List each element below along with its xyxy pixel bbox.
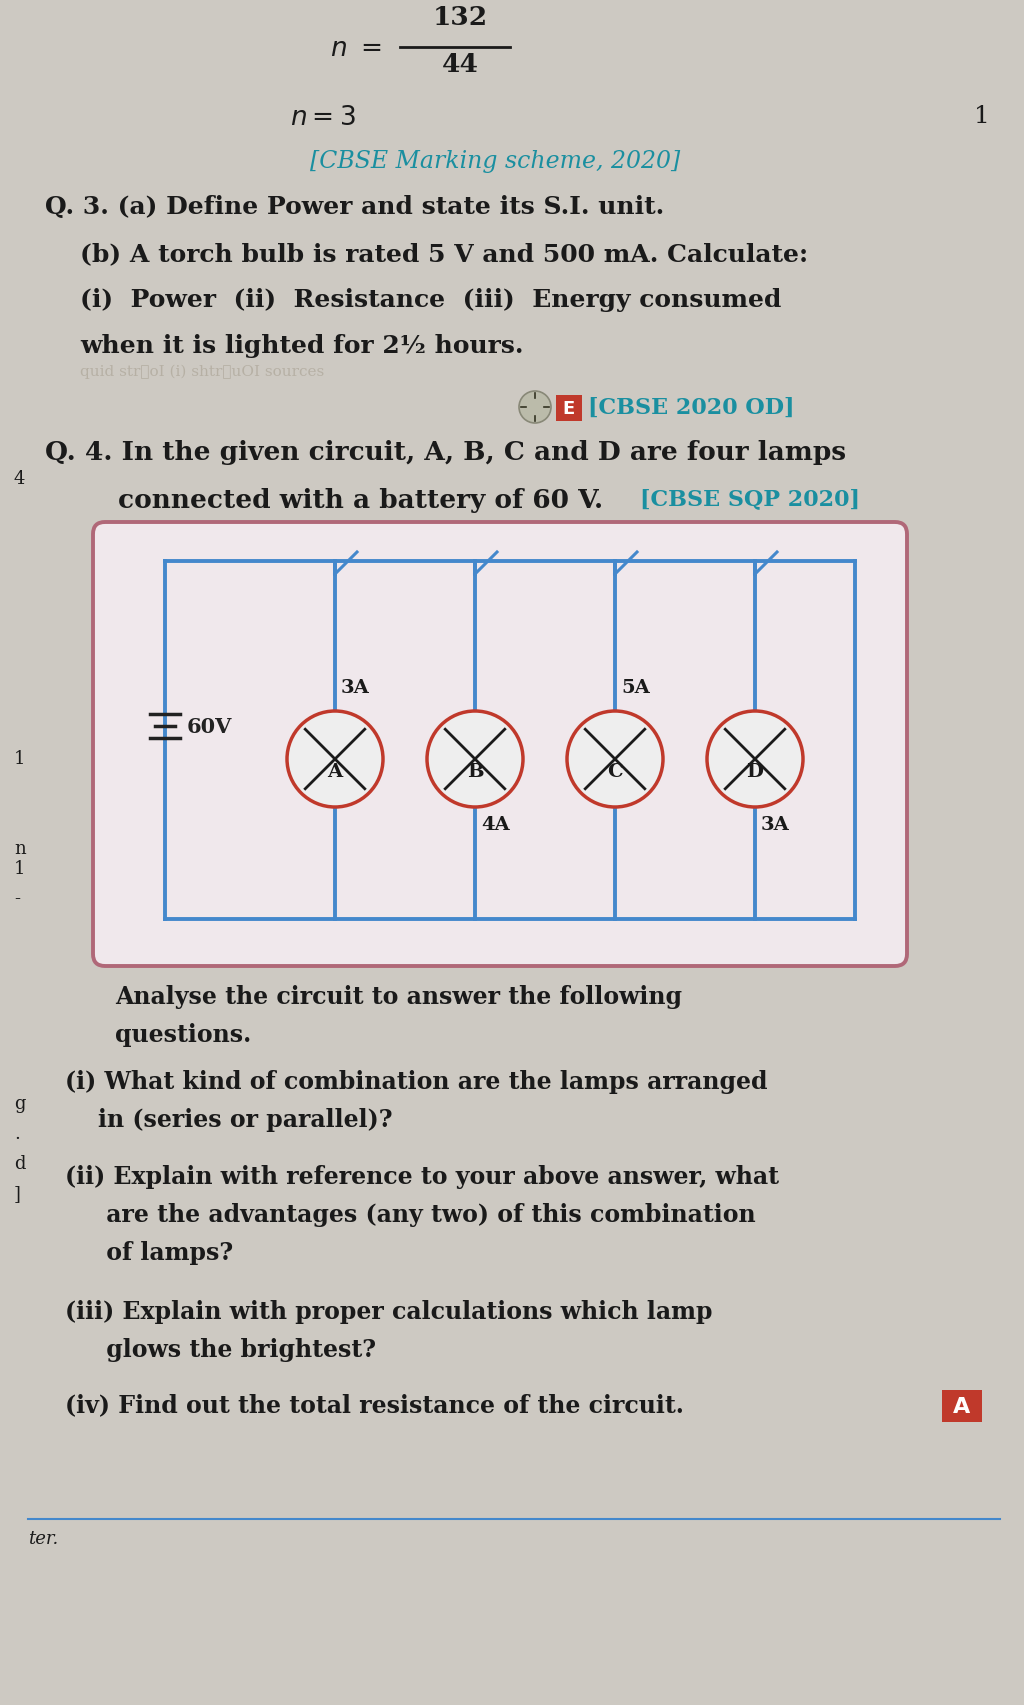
Text: (iii) Explain with proper calculations which lamp: (iii) Explain with proper calculations w… (65, 1299, 713, 1323)
Text: g: g (14, 1095, 26, 1112)
Text: quid strৣoI (i) shtrवuOI sources: quid strৣoI (i) shtrवuOI sources (80, 365, 325, 379)
Text: (iv) Find out the total resistance of the circuit.: (iv) Find out the total resistance of th… (65, 1393, 684, 1417)
Text: Analyse the circuit to answer the following: Analyse the circuit to answer the follow… (115, 984, 682, 1008)
Text: $n\ =$: $n\ =$ (330, 36, 382, 60)
Text: ter.: ter. (28, 1529, 58, 1546)
Text: 1: 1 (14, 859, 26, 878)
Text: ]: ] (14, 1185, 20, 1202)
Circle shape (427, 711, 523, 808)
Text: .: . (14, 1124, 19, 1142)
Text: questions.: questions. (115, 1023, 251, 1047)
Text: (i) What kind of combination are the lamps arranged: (i) What kind of combination are the lam… (65, 1069, 768, 1093)
Text: when it is lighted for 2½ hours.: when it is lighted for 2½ hours. (80, 334, 523, 358)
FancyBboxPatch shape (556, 396, 582, 421)
Circle shape (567, 711, 663, 808)
Text: 60V: 60V (187, 716, 232, 737)
Text: 44: 44 (441, 51, 478, 77)
Text: -: - (14, 890, 20, 907)
Text: D: D (746, 762, 764, 781)
Circle shape (519, 392, 551, 425)
Text: are the advantages (any two) of this combination: are the advantages (any two) of this com… (65, 1202, 756, 1226)
FancyBboxPatch shape (942, 1390, 982, 1422)
Text: n: n (14, 839, 26, 858)
Text: Q. 3. (a) Define Power and state its S.I. unit.: Q. 3. (a) Define Power and state its S.I… (45, 194, 665, 218)
Text: A: A (328, 762, 343, 781)
Text: 1: 1 (974, 106, 990, 128)
Text: 132: 132 (432, 5, 487, 31)
Text: 3A: 3A (761, 815, 790, 834)
Text: d: d (14, 1154, 26, 1173)
Text: (b) A torch bulb is rated 5 V and 500 mA. Calculate:: (b) A torch bulb is rated 5 V and 500 mA… (80, 242, 808, 266)
Text: C: C (607, 762, 623, 781)
Circle shape (707, 711, 803, 808)
Text: 4: 4 (14, 469, 26, 488)
Circle shape (287, 711, 383, 808)
Text: B: B (467, 762, 483, 781)
Text: Q. 4. In the given circuit, A, B, C and D are four lamps: Q. 4. In the given circuit, A, B, C and … (45, 440, 846, 465)
Text: [CBSE SQP 2020]: [CBSE SQP 2020] (640, 488, 860, 510)
Text: E: E (563, 399, 575, 418)
Text: in (series or parallel)?: in (series or parallel)? (65, 1107, 392, 1132)
Text: of lamps?: of lamps? (65, 1240, 233, 1265)
Text: (i)  Power  (ii)  Resistance  (iii)  Energy consumed: (i) Power (ii) Resistance (iii) Energy c… (80, 288, 781, 312)
Text: 3A: 3A (341, 679, 370, 697)
Text: connected with a battery of 60 V.: connected with a battery of 60 V. (45, 488, 603, 513)
Text: (ii) Explain with reference to your above answer, what: (ii) Explain with reference to your abov… (65, 1165, 779, 1188)
Text: $n = 3$: $n = 3$ (290, 106, 355, 130)
Text: 4A: 4A (481, 815, 510, 834)
Text: [CBSE Marking scheme, 2020]: [CBSE Marking scheme, 2020] (309, 150, 680, 172)
Text: 1: 1 (14, 750, 26, 767)
FancyBboxPatch shape (93, 523, 907, 967)
Text: glows the brightest?: glows the brightest? (65, 1337, 376, 1361)
Text: A: A (953, 1396, 971, 1417)
Text: 5A: 5A (621, 679, 650, 697)
Text: [CBSE 2020 OD]: [CBSE 2020 OD] (588, 397, 795, 419)
